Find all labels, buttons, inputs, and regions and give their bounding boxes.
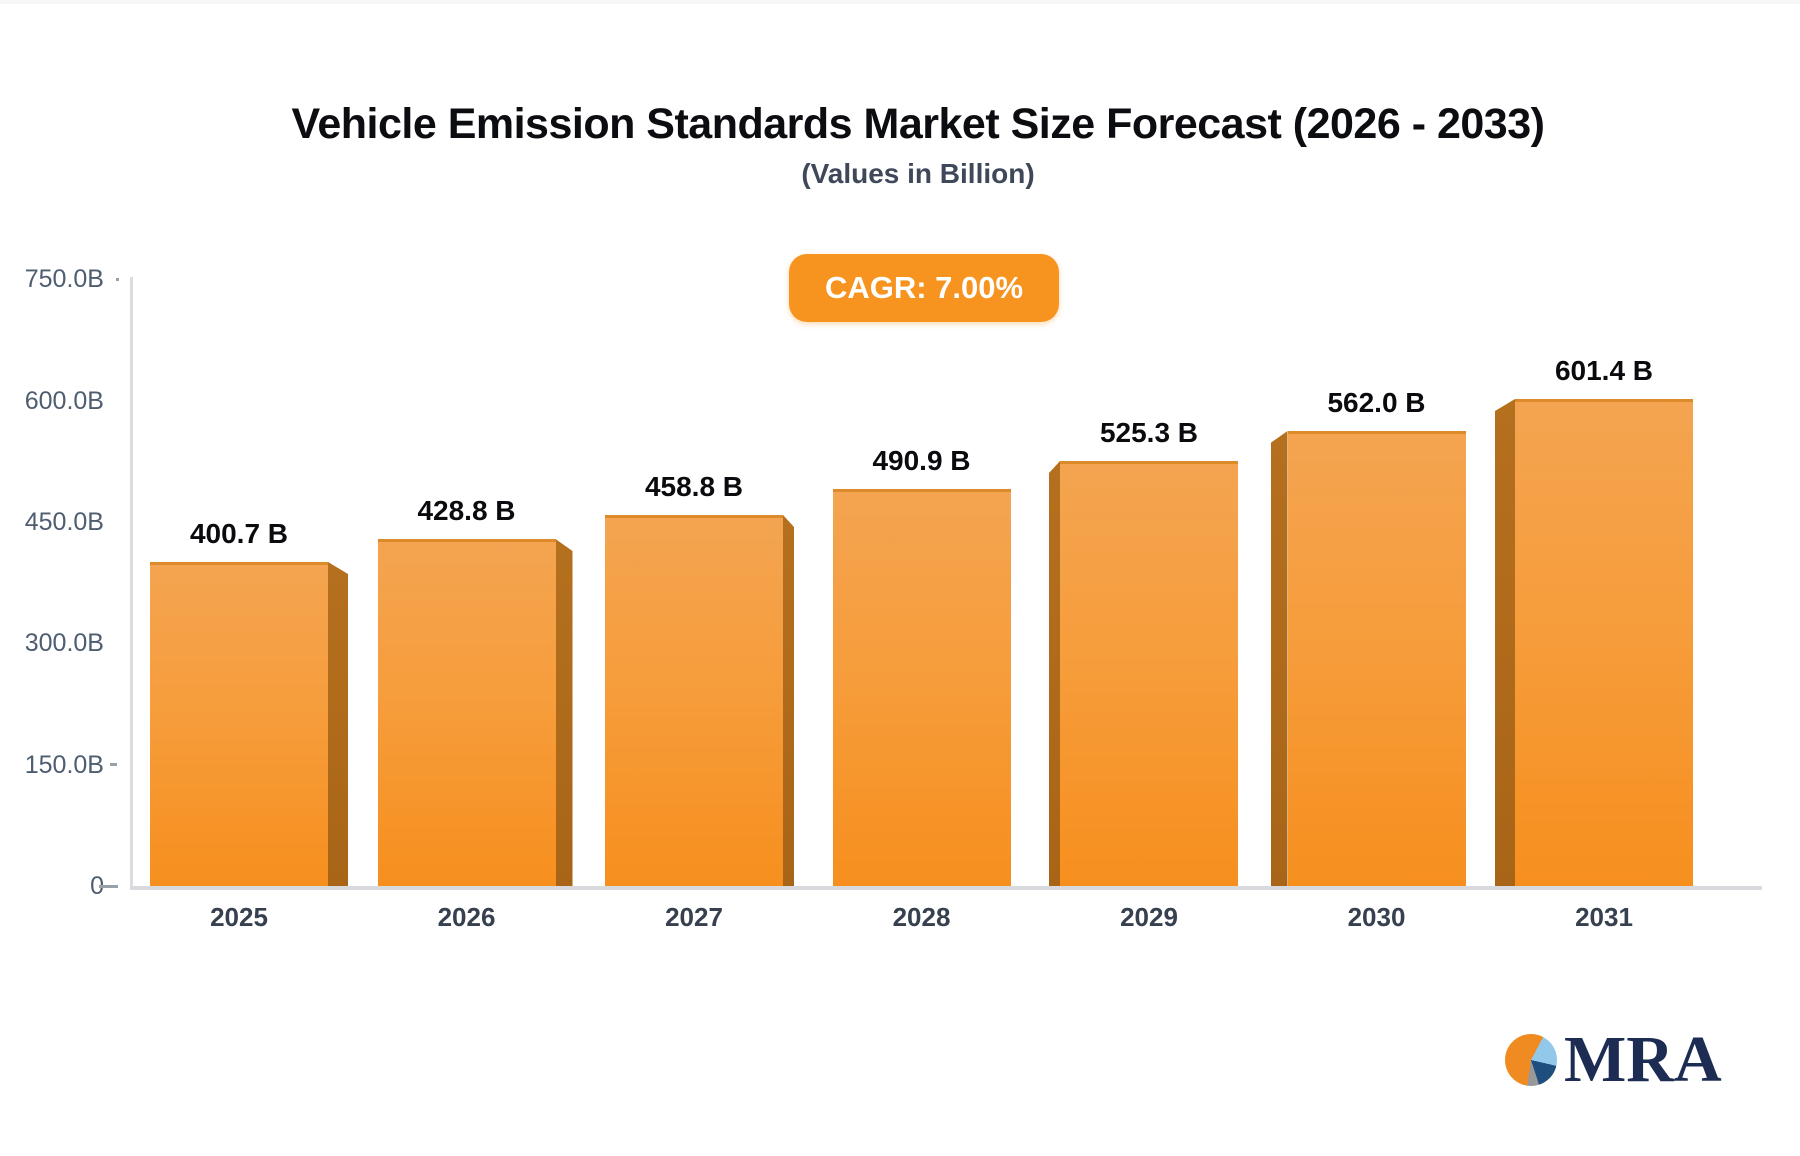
bar-value-label-2026: 428.8 B bbox=[417, 495, 516, 526]
x-axis-label-2028: 2028 bbox=[892, 902, 951, 932]
y-axis-line bbox=[130, 277, 133, 890]
page-top-border bbox=[0, 0, 1800, 4]
bar-value-label-2031: 601.4 B bbox=[1554, 355, 1654, 386]
x-axis-line bbox=[130, 886, 1762, 890]
y-axis-label-600.0B: 600.0B bbox=[24, 386, 104, 415]
bar-2030[interactable] bbox=[1287, 431, 1466, 886]
bar-2025-side bbox=[328, 562, 348, 886]
x-axis-label-2026: 2026 bbox=[437, 902, 496, 932]
chart-subtitle: (Values in Billion) bbox=[801, 158, 1035, 189]
bar-value-label-2025: 400.7 B bbox=[189, 518, 289, 549]
chart-title: Vehicle Emission Standards Market Size F… bbox=[291, 100, 1545, 148]
bar-2028[interactable] bbox=[832, 489, 1011, 886]
x-axis-label-2025: 2025 bbox=[210, 902, 268, 932]
y-axis-label-300.0B: 300.0B bbox=[24, 629, 104, 658]
x-axis-label-2031: 2031 bbox=[1575, 902, 1633, 932]
mra-logo-text: MRA bbox=[1564, 1023, 1722, 1096]
bar-2031[interactable] bbox=[1515, 399, 1693, 886]
bar-2026-side bbox=[555, 539, 573, 886]
y-axis-label-450.0B: 450.0B bbox=[24, 507, 104, 536]
y-axis-label-0: 0 bbox=[90, 872, 104, 900]
x-axis-label-2027: 2027 bbox=[665, 902, 723, 932]
y-axis-tick bbox=[116, 278, 119, 281]
y-axis-tick bbox=[99, 885, 118, 888]
bar-value-label-2028: 490.9 B bbox=[872, 445, 971, 476]
bar-2029-side bbox=[1049, 461, 1060, 886]
mra-pie-icon bbox=[1505, 1034, 1557, 1086]
y-axis-label-750.0B: 750.0B bbox=[24, 265, 104, 294]
bar-2027-side bbox=[783, 515, 794, 886]
x-axis-label-2029: 2029 bbox=[1120, 902, 1178, 932]
cagr-badge: CAGR: 7.00% bbox=[789, 254, 1059, 322]
bar-value-label-2027: 458.8 B bbox=[644, 471, 744, 502]
x-axis-label-2030: 2030 bbox=[1347, 902, 1406, 932]
y-axis-label-150.0B: 150.0B bbox=[24, 750, 104, 779]
bar-2026[interactable] bbox=[377, 539, 556, 886]
y-axis-tick bbox=[110, 763, 117, 766]
bar-2025[interactable] bbox=[150, 562, 328, 886]
bar-2031-side bbox=[1495, 399, 1515, 886]
bar-2030-side bbox=[1270, 431, 1288, 886]
bar-value-label-2029: 525.3 B bbox=[1099, 417, 1199, 448]
bar-2027[interactable] bbox=[605, 515, 783, 886]
mra-logo: MRA bbox=[1505, 1023, 1722, 1096]
bar-value-label-2030: 562.0 B bbox=[1327, 387, 1426, 418]
bar-2029[interactable] bbox=[1060, 461, 1238, 886]
